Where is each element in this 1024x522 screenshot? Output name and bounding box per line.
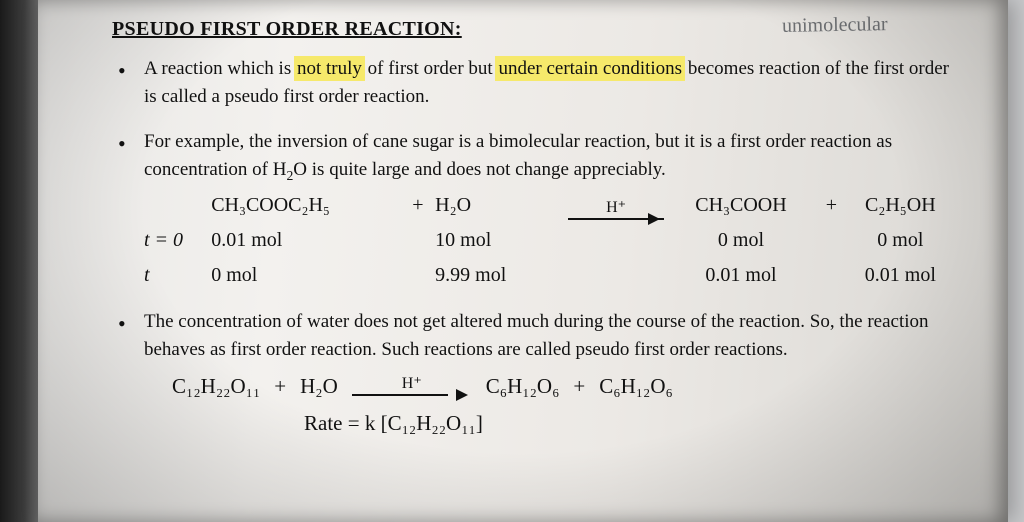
reaction-row-t: t 0 mol 9.99 mol 0.01 mol 0.01 mol <box>144 261 952 290</box>
row-label: t <box>144 261 211 290</box>
bullet-2: For example, the inversion of cane sugar… <box>112 128 952 290</box>
cell: 0.01 mol <box>211 226 401 255</box>
book-spine <box>0 0 40 522</box>
plus: + <box>814 191 848 220</box>
product-1: CH₃COOH <box>668 191 814 220</box>
reactant-2: H₂O <box>435 191 564 220</box>
text: The concentration of water does not get … <box>144 311 929 360</box>
highlight-not-truly: not truly <box>296 58 363 79</box>
cell: 0.01 mol <box>849 261 952 290</box>
catalyst-label: H⁺ <box>568 196 664 219</box>
reaction-row-species: CH₃COOC₂H₅ + H₂O H⁺ CH₃COOH + C₂H₅OH <box>144 191 952 220</box>
product-2: C₆H₁₂O₆ <box>599 371 673 401</box>
catalyst-label: H⁺ <box>352 372 472 395</box>
highlight-conditions: under certain conditions <box>497 58 683 79</box>
reaction-row-t0: t = 0 0.01 mol 10 mol 0 mol 0 mol <box>144 226 952 255</box>
cell: 0.01 mol <box>668 261 814 290</box>
section-heading: PSEUDO FIRST ORDER REACTION: <box>112 18 462 41</box>
handwritten-annotation: unimolecular <box>782 13 888 38</box>
reactant-1: C₁₂H₂₂O₁₁ <box>172 371 260 401</box>
plus: + <box>274 371 286 401</box>
product-1: C₆H₁₂O₆ <box>486 371 560 401</box>
textbook-page: PSEUDO FIRST ORDER REACTION: unimolecula… <box>38 0 1008 522</box>
bullet-1: A reaction which is not truly of first o… <box>112 55 952 110</box>
reactant-2: H₂O <box>300 371 338 401</box>
cell: 10 mol <box>435 226 564 255</box>
plus: + <box>401 191 435 220</box>
cell: 0 mol <box>849 226 952 255</box>
product-2: C₂H₅OH <box>849 191 952 220</box>
bullet-list: A reaction which is not truly of first o… <box>112 55 952 438</box>
cell: 0 mol <box>211 261 401 290</box>
reactant-1: CH₃COOC₂H₅ <box>211 191 401 220</box>
cell: 9.99 mol <box>435 261 564 290</box>
rate-equation: Rate = k [C₁₂H₂₂O₁₁] <box>304 408 952 438</box>
row-label: t = 0 <box>144 226 211 255</box>
sucrose-reaction: C₁₂H₂₂O₁₁ + H₂O H⁺ C₆H₁₂O₆ + C₆H₁₂O₆ <box>172 371 952 401</box>
cell: 0 mol <box>668 226 814 255</box>
reaction-arrow: H⁺ <box>564 191 667 220</box>
plus: + <box>573 371 585 401</box>
text: O is quite large and does not change app… <box>293 159 666 180</box>
text: of first order but <box>363 58 498 79</box>
bullet-3: The concentration of water does not get … <box>112 308 952 438</box>
text: A reaction which is <box>144 58 296 79</box>
reaction-arrow: H⁺ <box>352 386 472 387</box>
reaction-table: CH₃COOC₂H₅ + H₂O H⁺ CH₃COOH + C₂H₅OH t =… <box>144 191 952 290</box>
